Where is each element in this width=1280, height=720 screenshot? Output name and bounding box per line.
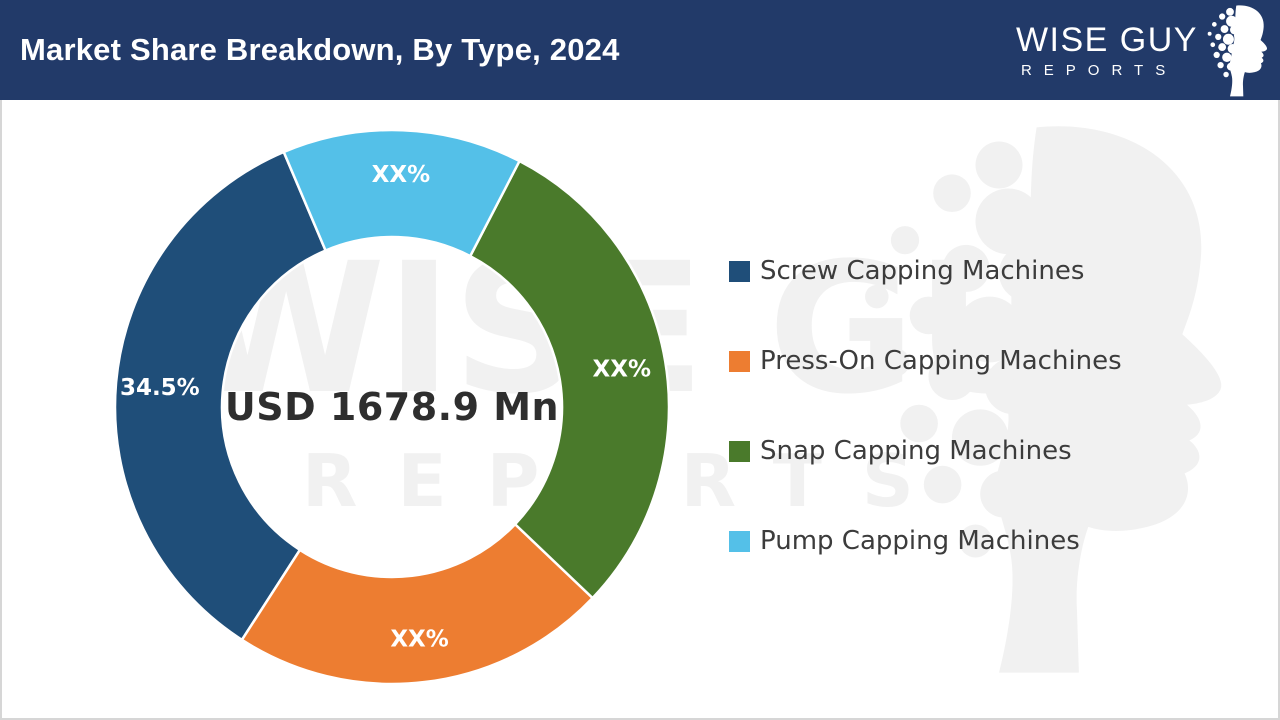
- donut-chart: 34.5% XX% XX% XX%: [113, 128, 671, 686]
- legend-label: Pump Capping Machines: [760, 526, 1080, 556]
- legend-label: Snap Capping Machines: [760, 436, 1072, 466]
- page-title: Market Share Breakdown, By Type, 2024: [20, 32, 620, 67]
- legend-label: Screw Capping Machines: [760, 256, 1085, 286]
- donut-segment-label: 34.5%: [120, 375, 200, 401]
- wiseguy-logo: WISE GUY REPORTS: [1016, 4, 1270, 98]
- legend-swatch: [729, 530, 750, 552]
- donut-segment-label: XX%: [372, 162, 431, 188]
- donut-center-label: USD 1678.9 Mn: [224, 385, 560, 429]
- legend-swatch: [729, 440, 750, 462]
- donut-segment-pump-capping-machines: [282, 128, 522, 258]
- chart-area: WISE GUY REPORTS 34.5%XX%XX%XX% USD 1678…: [0, 100, 1280, 720]
- logo-line2: REPORTS: [1020, 61, 1178, 79]
- legend: Screw Capping Machines Press-On Capping M…: [729, 256, 1122, 556]
- legend-item-snap-capping-machines: Snap Capping Machines: [729, 436, 1122, 466]
- legend-item-pump-capping-machines: Pump Capping Machines: [729, 526, 1122, 556]
- legend-item-press-on-capping-machines: Press-On Capping Machines: [729, 346, 1122, 376]
- donut-segment-label: XX%: [390, 626, 449, 652]
- donut-segment-screw-capping-machines: [113, 150, 328, 642]
- logo-head-icon: [1207, 5, 1268, 97]
- donut-segment-press-on-capping-machines: [240, 522, 595, 686]
- logo-line1: WISE GUY: [1015, 21, 1198, 60]
- legend-item-screw-capping-machines: Screw Capping Machines: [729, 256, 1122, 286]
- legend-swatch: [729, 260, 750, 282]
- header: Market Share Breakdown, By Type, 2024 WI…: [0, 0, 1280, 100]
- donut-segment-label: XX%: [593, 357, 652, 383]
- legend-swatch: [729, 350, 750, 372]
- logo-wordmark: WISE GUY REPORTS: [1015, 21, 1198, 79]
- legend-label: Press-On Capping Machines: [760, 346, 1122, 376]
- donut-segment-snap-capping-machines: [468, 159, 671, 600]
